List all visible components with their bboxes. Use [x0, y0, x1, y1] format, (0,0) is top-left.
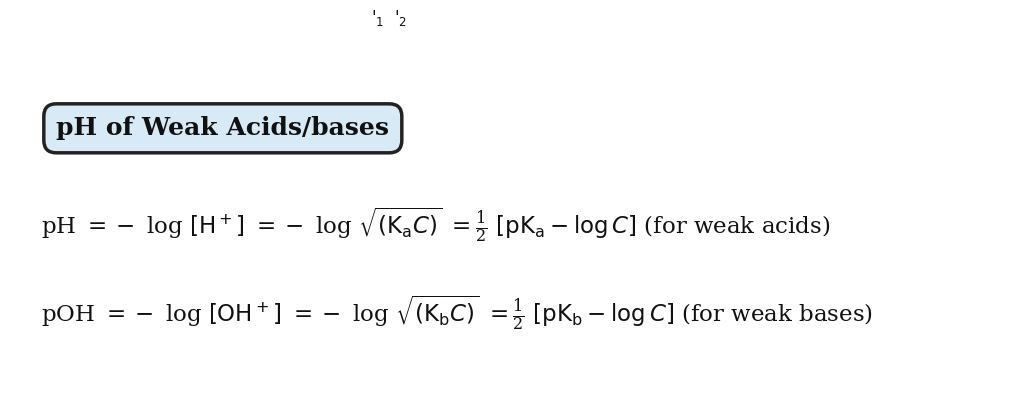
- Text: $'_1$  $'_2$: $'_1$ $'_2$: [371, 8, 408, 28]
- Text: pOH $= -$ log $[\mathrm{OH}^+]$ $= -$ log $\sqrt{(\mathrm{K_b}C)}$ $= \mathregul: pOH $= -$ log $[\mathrm{OH}^+]$ $= -$ lo…: [41, 293, 872, 332]
- Text: pH $= -$ log $[\mathrm{H}^+]$ $= -$ log $\sqrt{(\mathrm{K_a}C)}$ $= \mathregular: pH $= -$ log $[\mathrm{H}^+]$ $= -$ log …: [41, 205, 830, 244]
- Text: pH of Weak Acids/bases: pH of Weak Acids/bases: [56, 116, 389, 140]
